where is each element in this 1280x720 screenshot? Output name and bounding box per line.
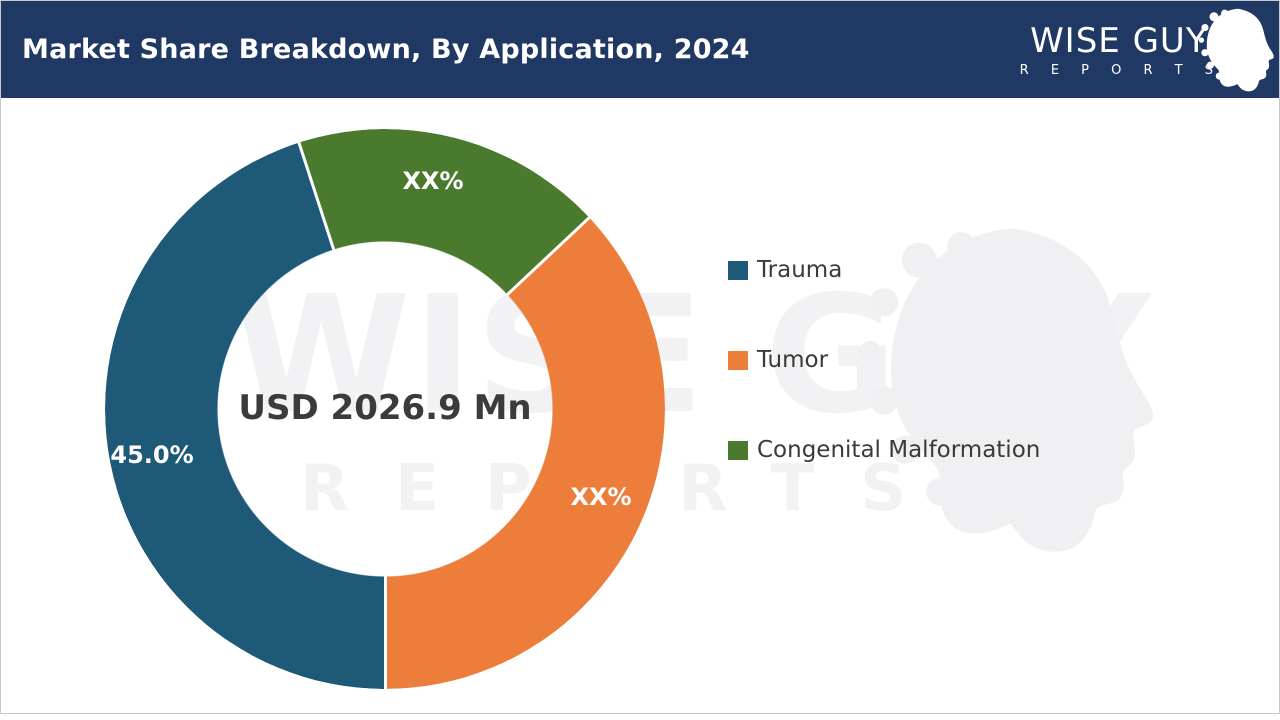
donut-chart <box>105 129 665 689</box>
slice-label-tumor: XX% <box>570 483 632 511</box>
wiseguy-head-icon <box>1198 8 1274 92</box>
donut-ring[interactable] <box>105 129 665 689</box>
legend-swatch-trauma <box>728 260 748 280</box>
wiseguy-logo: WISE GUY R E P O R T S <box>1016 0 1222 98</box>
legend-label: Congenital Malformation <box>757 437 1041 463</box>
legend-swatch-congenital <box>728 440 748 460</box>
legend-item-trauma[interactable]: Trauma <box>728 256 1040 284</box>
legend-swatch-tumor <box>728 350 748 370</box>
donut-center-value: USD 2026.9 Mn <box>238 388 532 428</box>
page-title: Market Share Breakdown, By Application, … <box>22 33 750 65</box>
slice-label-congenital: XX% <box>402 167 464 195</box>
logo-subtext: R E P O R T S <box>1019 62 1222 78</box>
legend-item-congenital-malformation[interactable]: Congenital Malformation <box>728 436 1040 464</box>
legend-label: Tumor <box>757 347 829 373</box>
slice-label-trauma: 45.0% <box>110 441 194 469</box>
logo-text: WISE GUY <box>1030 20 1208 61</box>
legend-item-tumor[interactable]: Tumor <box>728 346 1040 374</box>
chart-legend: Trauma Tumor Congenital Malformation <box>728 256 1040 526</box>
legend-label: Trauma <box>757 257 843 283</box>
header-bar: Market Share Breakdown, By Application, … <box>0 0 1280 98</box>
